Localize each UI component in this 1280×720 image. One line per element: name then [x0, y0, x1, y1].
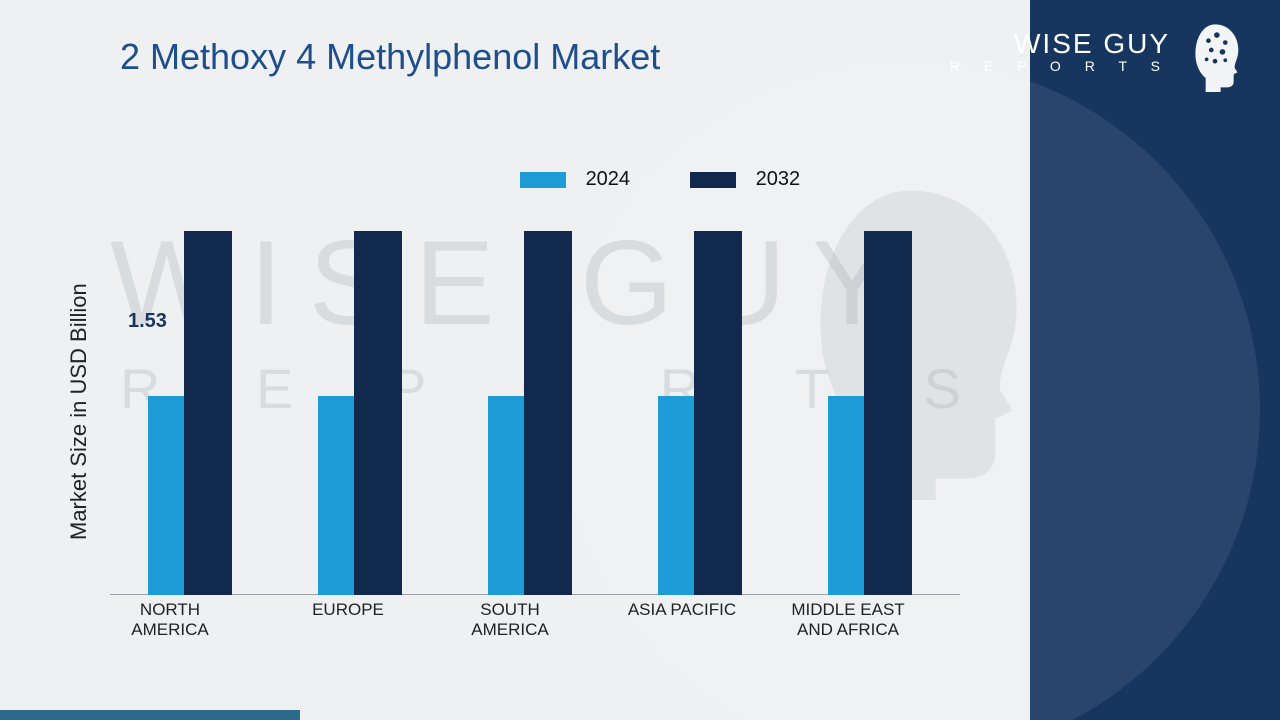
x-category-label: ASIA PACIFIC — [612, 600, 752, 620]
chart-canvas: WISE GUY R E P O R T S WISE GUY R E P O … — [0, 0, 1280, 720]
legend-label-2032: 2032 — [756, 168, 801, 190]
bar-2032 — [524, 231, 572, 595]
legend-item-2024: 2024 — [520, 168, 630, 191]
legend: 2024 2032 — [520, 168, 800, 191]
bar-group — [658, 231, 782, 595]
logo-head-icon — [1180, 22, 1250, 92]
bar-2032 — [354, 231, 402, 595]
bar-group — [318, 231, 442, 595]
plot-area — [110, 200, 960, 595]
logo-text-line1: WISE GUY — [950, 28, 1170, 60]
legend-swatch-2032 — [690, 172, 736, 188]
y-axis-label: Market Size in USD Billion — [66, 283, 92, 540]
x-category-label: EUROPE — [278, 600, 418, 620]
bar-group — [488, 231, 612, 595]
legend-swatch-2024 — [520, 172, 566, 188]
bar-2032 — [694, 231, 742, 595]
bar-2032 — [864, 231, 912, 595]
x-category-label: SOUTH AMERICA — [440, 600, 580, 641]
x-category-label: MIDDLE EAST AND AFRICA — [778, 600, 918, 641]
logo-text-line2: R E P O R T S — [950, 58, 1170, 74]
bar-group — [148, 231, 272, 595]
chart-title: 2 Methoxy 4 Methylphenol Market — [120, 36, 660, 78]
bar-group — [828, 231, 952, 595]
bar-value-label: 1.53 — [128, 310, 167, 333]
legend-label-2024: 2024 — [586, 168, 631, 190]
bar-2032 — [184, 231, 232, 595]
footer-accent-bar — [0, 710, 300, 720]
legend-item-2032: 2032 — [690, 168, 800, 191]
brand-logo: WISE GUY R E P O R T S — [950, 28, 1170, 74]
x-category-label: NORTH AMERICA — [100, 600, 240, 641]
